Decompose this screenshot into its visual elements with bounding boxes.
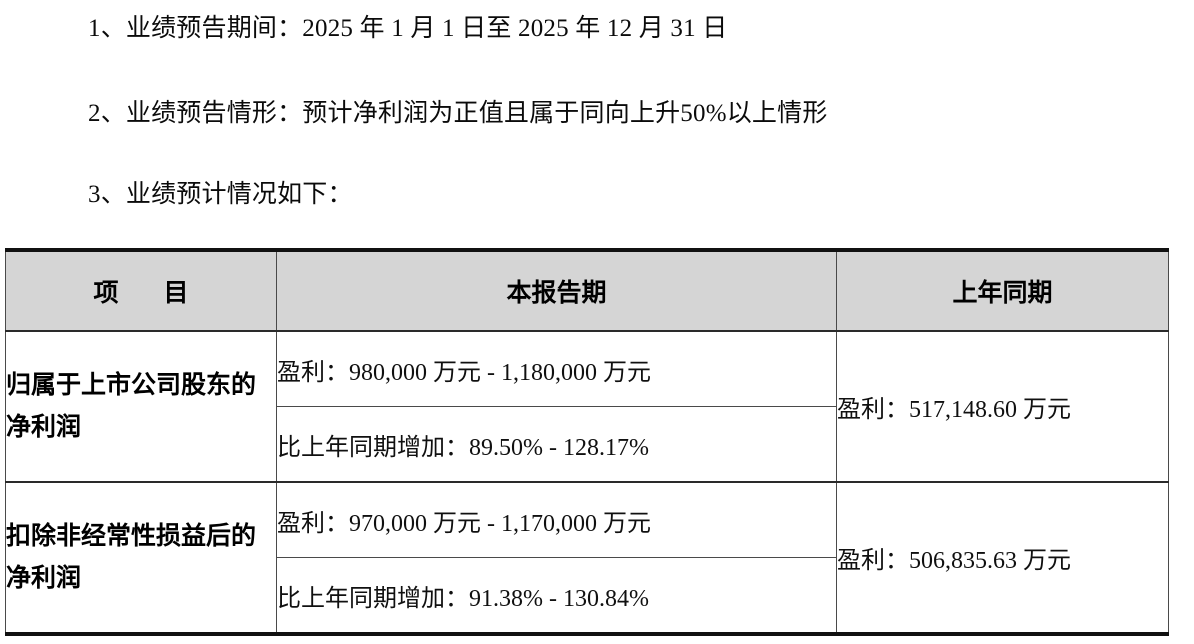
cell-current-amount-row0: 盈利：980,000 万元 - 1,180,000 万元 (276, 330, 837, 407)
cell-current-change-row1: 比上年同期增加：91.38% - 130.84% (276, 557, 837, 635)
table-header-row: 项 目 本报告期 上年同期 (5, 249, 1169, 332)
table-row: 归属于上市公司股东的净利润 盈利：980,000 万元 - 1,180,000 … (5, 330, 1169, 483)
row-label-net-profit-attributable: 归属于上市公司股东的净利润 (5, 330, 277, 483)
paragraph-forecast-details: 3、业绩预计情况如下： (88, 181, 353, 208)
column-header-item: 项 目 (5, 249, 277, 332)
cell-current-change-row0: 比上年同期增加：89.50% - 128.17% (276, 406, 837, 483)
table-row: 比上年同期增加：91.38% - 130.84% (6, 557, 1169, 635)
table-row: 比上年同期增加：89.50% - 128.17% (6, 406, 1169, 483)
paragraph-forecast-type: 2、业绩预告情形：预计净利润为正值且属于同向上升50%以上情形 (88, 100, 828, 127)
column-header-item-label: 项 目 (93, 280, 199, 307)
column-header-current-period: 本报告期 (276, 249, 837, 332)
row-label-net-profit-excluding-nonrecurring: 扣除非经常性损益后的净利润 (5, 481, 277, 635)
column-header-prior-period: 上年同期 (836, 249, 1169, 332)
cell-prior-amount-row0: 盈利：517,148.60 万元 (836, 330, 1169, 483)
cell-current-amount-row1: 盈利：970,000 万元 - 1,170,000 万元 (276, 481, 837, 558)
cell-prior-amount-row1: 盈利：506,835.63 万元 (836, 481, 1169, 635)
performance-forecast-table: 项 目 本报告期 上年同期 归属于上市公司股东的净利润 盈利：980,000 万… (5, 248, 1169, 636)
paragraph-forecast-period: 1、业绩预告期间：2025 年 1 月 1 日至 2025 年 12 月 31 … (88, 15, 728, 42)
table-row: 扣除非经常性损益后的净利润 盈利：970,000 万元 - 1,170,000 … (5, 481, 1169, 635)
